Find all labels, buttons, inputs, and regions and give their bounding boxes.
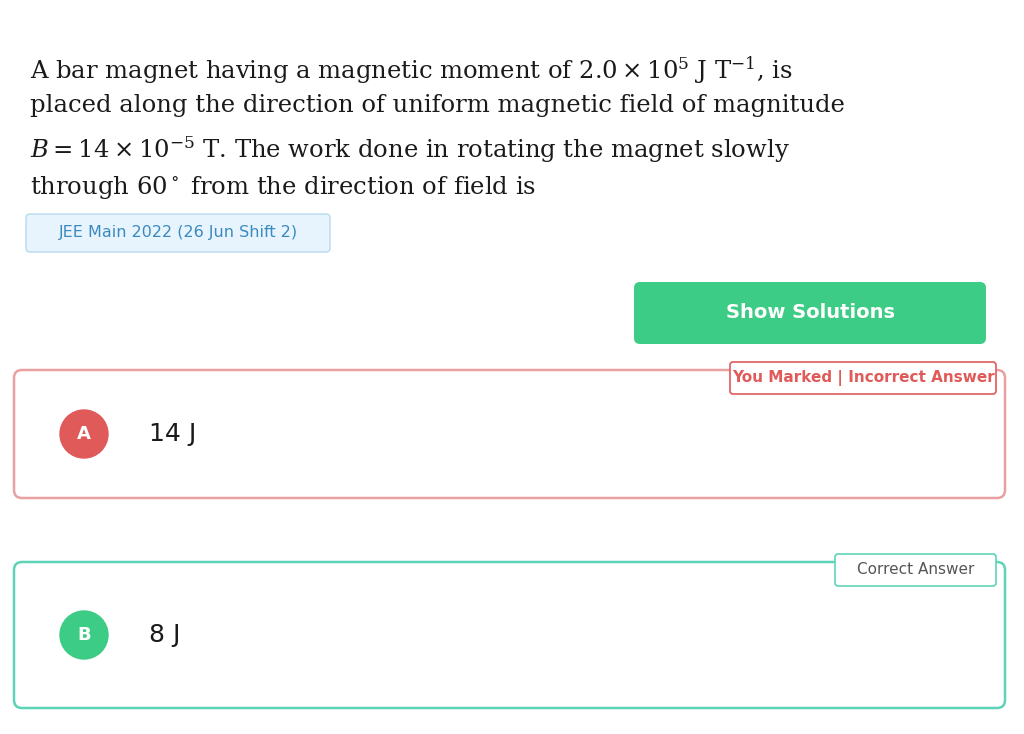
Circle shape — [60, 611, 108, 659]
Text: Correct Answer: Correct Answer — [857, 562, 974, 578]
FancyBboxPatch shape — [835, 554, 996, 586]
Text: through 60$^\circ$ from the direction of field is: through 60$^\circ$ from the direction of… — [30, 174, 537, 201]
Text: A: A — [77, 425, 91, 443]
Circle shape — [60, 410, 108, 458]
FancyBboxPatch shape — [634, 282, 986, 344]
Text: A bar magnet having a magnetic moment of $2.0 \times 10^5$ J T$^{-1}$, is: A bar magnet having a magnetic moment of… — [30, 54, 793, 85]
Text: placed along the direction of uniform magnetic field of magnitude: placed along the direction of uniform ma… — [30, 94, 845, 117]
Text: 8 J: 8 J — [150, 623, 180, 647]
Text: $B = 14 \times 10^{-5}$ T. The work done in rotating the magnet slowly: $B = 14 \times 10^{-5}$ T. The work done… — [30, 134, 790, 164]
FancyBboxPatch shape — [14, 562, 1005, 708]
FancyBboxPatch shape — [26, 214, 330, 252]
FancyBboxPatch shape — [730, 362, 996, 394]
Text: You Marked | Incorrect Answer: You Marked | Incorrect Answer — [731, 370, 994, 386]
Text: Show Solutions: Show Solutions — [725, 303, 895, 322]
Text: 14 J: 14 J — [150, 422, 197, 446]
Text: JEE Main 2022 (26 Jun Shift 2): JEE Main 2022 (26 Jun Shift 2) — [58, 225, 298, 241]
Text: B: B — [77, 626, 91, 644]
FancyBboxPatch shape — [14, 370, 1005, 498]
